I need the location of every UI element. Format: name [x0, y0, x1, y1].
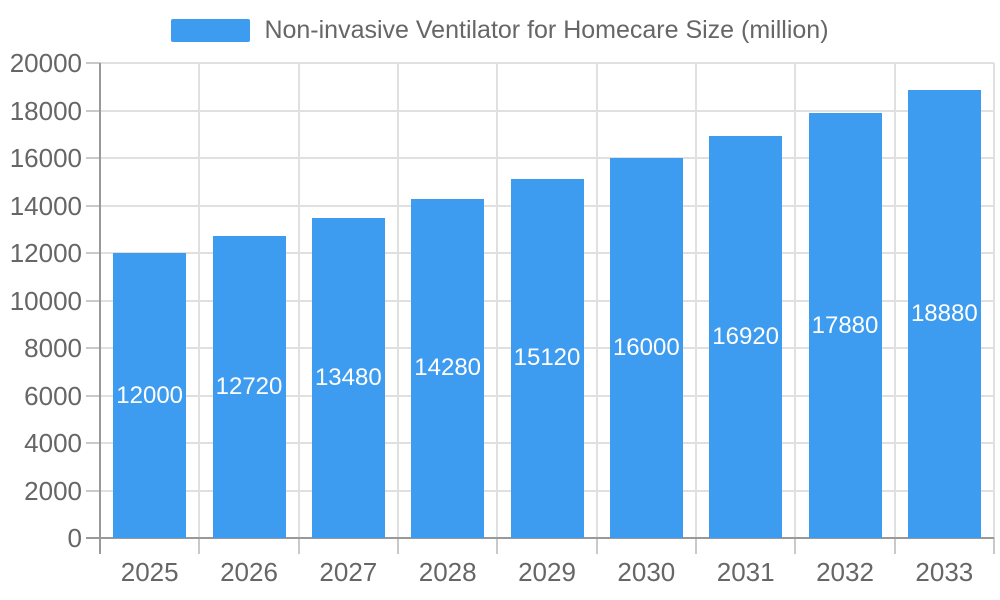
gridline-vertical: [198, 63, 201, 538]
bar-value-label: 16920: [712, 323, 780, 351]
x-axis-tick-label: 2031: [716, 557, 775, 587]
y-axis-tick: [86, 109, 100, 112]
y-axis-tick: [86, 394, 100, 397]
x-axis-tick: [794, 538, 797, 554]
y-axis-tick-label: 14000: [9, 190, 82, 221]
x-axis-tick: [397, 538, 399, 554]
legend-swatch: [171, 18, 251, 42]
y-axis-tick: [86, 347, 100, 349]
y-axis-tick-label: 0: [67, 523, 82, 553]
bar-value-label: 12000: [116, 381, 184, 409]
gridline-horizontal: [100, 62, 994, 64]
bar-value-label: 18880: [910, 299, 978, 327]
gridline-vertical: [893, 63, 896, 538]
bar-2029: [510, 178, 584, 538]
bar-2032: [808, 113, 882, 538]
x-axis-tick: [595, 538, 598, 554]
x-axis-tick-label: 2026: [220, 557, 278, 587]
y-axis-tick-label: 20000: [9, 48, 82, 78]
gridline-vertical: [993, 63, 995, 538]
bar-value-label: 15120: [513, 344, 581, 372]
bar-2033: [907, 89, 981, 538]
x-axis-tick: [198, 538, 201, 554]
y-axis-tick-label: 8000: [24, 333, 82, 363]
gridline-vertical: [496, 63, 499, 538]
gridline-vertical: [595, 63, 598, 538]
gridline-vertical: [397, 63, 399, 538]
legend-label: Non-invasive Ventilator for Homecare Siz…: [264, 16, 829, 44]
y-axis-tick-label: 2000: [24, 475, 82, 506]
x-axis-tick: [993, 538, 995, 554]
x-axis-tick-label: 2032: [816, 557, 874, 587]
bar-value-label: 17880: [811, 311, 879, 339]
bar-value-label: 13480: [314, 363, 382, 391]
x-axis-tick-label: 2027: [319, 557, 378, 587]
y-axis-tick: [86, 489, 100, 492]
x-axis-line: [86, 537, 994, 539]
x-axis-tick-label: 2025: [120, 557, 179, 587]
x-axis-tick: [297, 538, 300, 554]
x-axis-tick: [496, 538, 499, 554]
legend: Non-invasive Ventilator for Homecare Siz…: [0, 16, 1000, 44]
x-axis-tick: [893, 538, 896, 554]
y-axis-tick: [86, 252, 100, 254]
bar-value-label: 14280: [414, 354, 482, 382]
legend-item[interactable]: Non-invasive Ventilator for Homecare Siz…: [171, 16, 829, 44]
y-axis-tick: [86, 157, 100, 159]
x-axis-tick-label: 2033: [915, 557, 974, 587]
x-axis-tick-label: 2030: [617, 557, 676, 587]
gridline-horizontal: [100, 109, 994, 112]
y-axis-tick-label: 6000: [24, 380, 82, 411]
y-axis-line: [99, 63, 101, 554]
y-axis-tick-label: 12000: [9, 238, 82, 268]
gridline-vertical: [297, 63, 300, 538]
bar-2028: [411, 198, 485, 538]
gridline-vertical: [695, 63, 697, 538]
y-axis-tick-label: 18000: [9, 95, 82, 126]
y-axis-tick: [86, 442, 100, 444]
bar-2031: [709, 136, 783, 538]
y-axis-tick-label: 4000: [24, 428, 82, 458]
x-axis-tick-label: 2028: [418, 557, 477, 587]
bar-2025: [113, 253, 187, 538]
bar-2026: [212, 235, 286, 538]
bar-value-label: 12720: [215, 372, 283, 400]
x-axis-tick-label: 2029: [518, 557, 576, 587]
x-axis-tick: [695, 538, 697, 554]
y-axis-tick: [86, 299, 100, 302]
gridline-vertical: [794, 63, 797, 538]
bar-2030: [609, 158, 683, 538]
bar-value-label: 16000: [612, 334, 680, 361]
y-axis-tick-label: 16000: [9, 143, 82, 173]
gridline-horizontal: [100, 157, 994, 159]
y-axis-tick: [86, 204, 100, 207]
bar-2027: [311, 217, 385, 538]
y-axis-tick: [86, 62, 100, 64]
y-axis-tick-label: 10000: [9, 285, 82, 316]
